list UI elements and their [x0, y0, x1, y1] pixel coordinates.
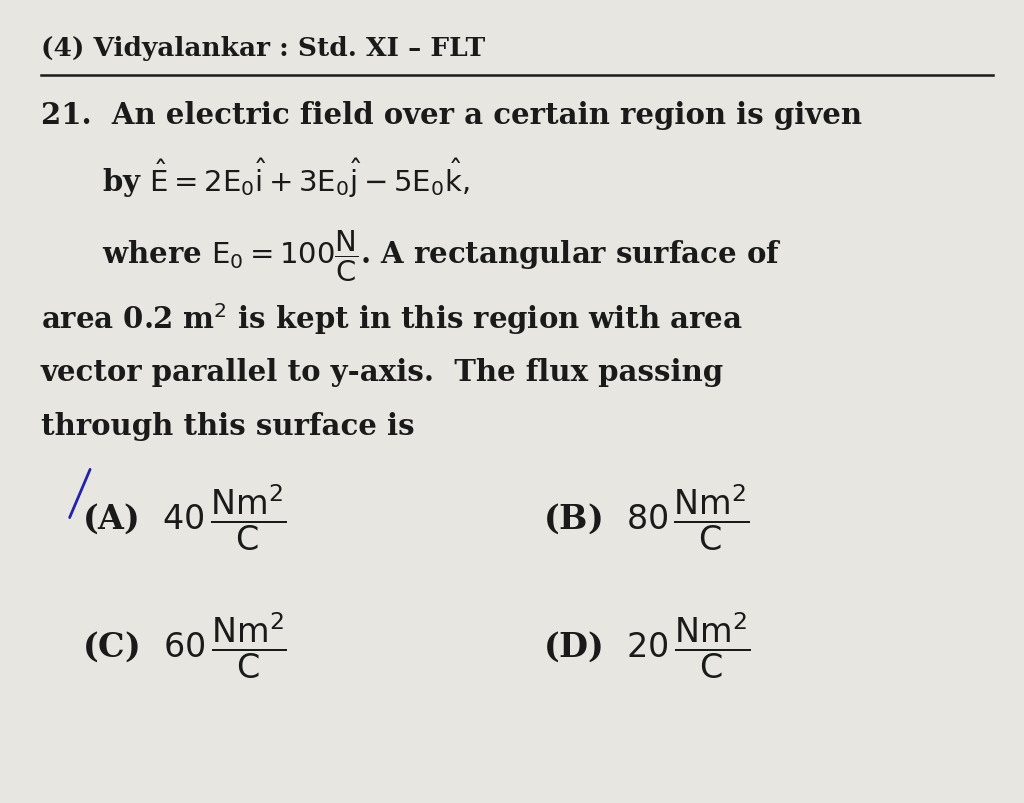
- Text: (4) Vidyalankar : Std. XI – FLT: (4) Vidyalankar : Std. XI – FLT: [41, 36, 485, 61]
- Text: where $\mathrm{E}_0 = 100\dfrac{\mathrm{N}}{\mathrm{C}}$. A rectangular surface : where $\mathrm{E}_0 = 100\dfrac{\mathrm{…: [102, 229, 782, 284]
- Text: (B)  $80\,\dfrac{\mathrm{Nm}^2}{\mathrm{C}}$: (B) $80\,\dfrac{\mathrm{Nm}^2}{\mathrm{C…: [543, 482, 750, 552]
- Text: (C)  $60\,\dfrac{\mathrm{Nm}^2}{\mathrm{C}}$: (C) $60\,\dfrac{\mathrm{Nm}^2}{\mathrm{C…: [82, 610, 287, 680]
- Text: by $\hat{\mathrm{E}} = 2\mathrm{E}_0\hat{\mathrm{i}} + 3\mathrm{E}_0\hat{\mathrm: by $\hat{\mathrm{E}} = 2\mathrm{E}_0\hat…: [102, 157, 470, 200]
- Text: area 0.2 m$^2$ is kept in this region with area: area 0.2 m$^2$ is kept in this region wi…: [41, 301, 742, 337]
- Text: vector parallel to y-axis.  The flux passing: vector parallel to y-axis. The flux pass…: [41, 357, 724, 386]
- Text: (D)  $20\,\dfrac{\mathrm{Nm}^2}{\mathrm{C}}$: (D) $20\,\dfrac{\mathrm{Nm}^2}{\mathrm{C…: [543, 610, 750, 680]
- Text: through this surface is: through this surface is: [41, 412, 415, 441]
- Text: (A)  $40\,\dfrac{\mathrm{Nm}^2}{\mathrm{C}}$: (A) $40\,\dfrac{\mathrm{Nm}^2}{\mathrm{C…: [82, 482, 286, 552]
- Text: 21.  An electric field over a certain region is given: 21. An electric field over a certain reg…: [41, 100, 862, 129]
